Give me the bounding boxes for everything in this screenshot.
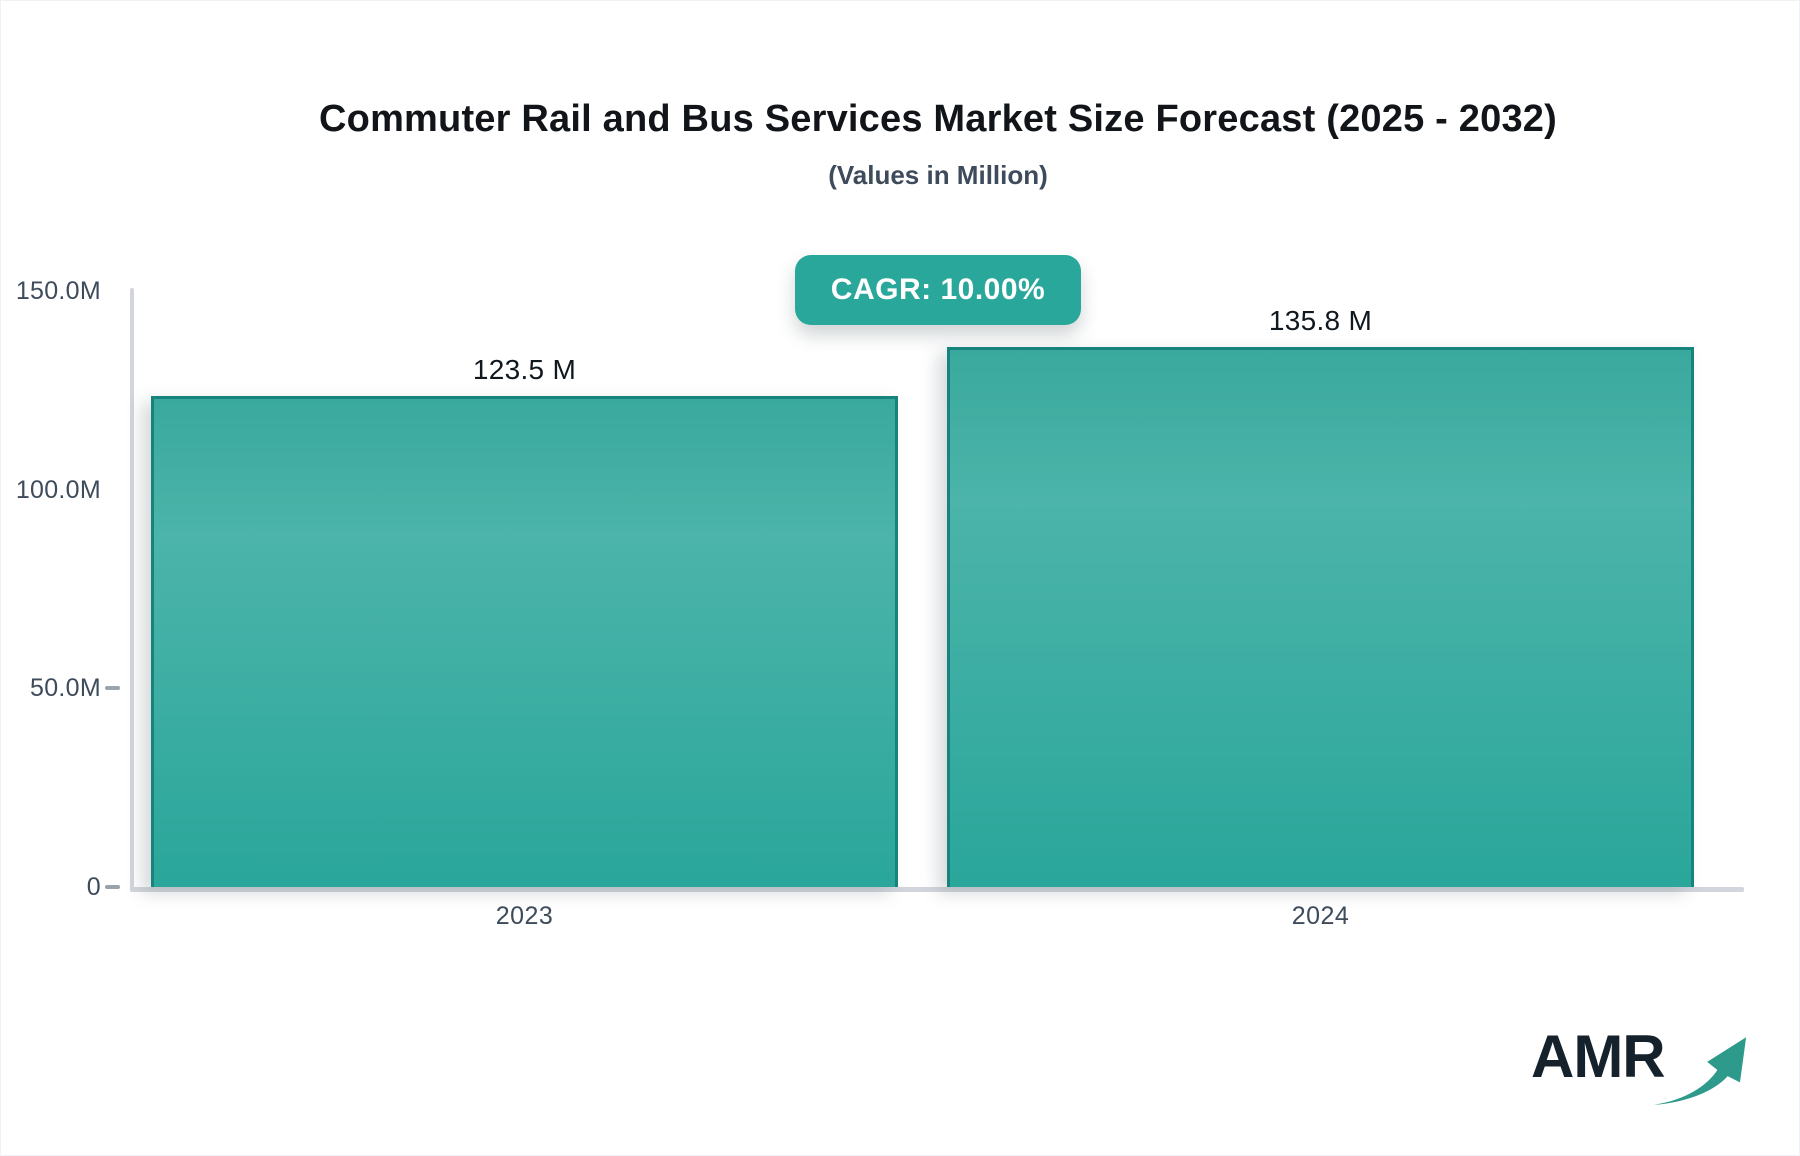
amr-logo: AMR [1531, 1027, 1753, 1109]
x-axis-line [130, 887, 1744, 892]
x-label-2023: 2023 [495, 902, 554, 930]
y-tick-label: 0 [86, 873, 101, 901]
y-tick-label: 50.0M [30, 674, 101, 703]
y-tick-150m: 150.0M [15, 277, 101, 305]
y-axis-tick-rail: 150.0M 100.0M 50.0M 0 [1, 277, 120, 901]
y-tick-100m: 100.0M [15, 475, 101, 504]
growth-arrow-icon [1653, 1037, 1746, 1105]
cagr-badge-wrap: CAGR: 10.00% [132, 255, 1744, 325]
bar-value-label-2023: 123.5 M [472, 354, 577, 386]
amr-logo-text: AMR [1531, 1023, 1666, 1090]
bar-rect-2024 [947, 347, 1694, 887]
chart-header: Commuter Rail and Bus Services Market Si… [132, 95, 1744, 191]
chart-title: Commuter Rail and Bus Services Market Si… [319, 98, 1557, 140]
y-tick-dash [105, 885, 120, 889]
y-tick-dash [105, 686, 120, 691]
chart-subtitle: (Values in Million) [828, 159, 1048, 190]
y-axis-line [130, 288, 134, 889]
cagr-badge: CAGR: 10.00% [794, 255, 1082, 325]
bar-2023[interactable]: 123.5 M [151, 354, 898, 887]
y-tick-0: 0 [1, 872, 120, 902]
x-label-2024: 2024 [1291, 902, 1350, 930]
x-axis-labels: 2023 2024 [132, 902, 1744, 938]
bar-value-label-2024: 135.8 M [1268, 305, 1373, 337]
bar-2024[interactable]: 135.8 M [947, 305, 1694, 887]
plot-area: 123.5 M 135.8 M [132, 291, 1744, 887]
bar-rect-2023 [151, 396, 898, 887]
y-tick-50m: 50.0M [1, 673, 120, 703]
